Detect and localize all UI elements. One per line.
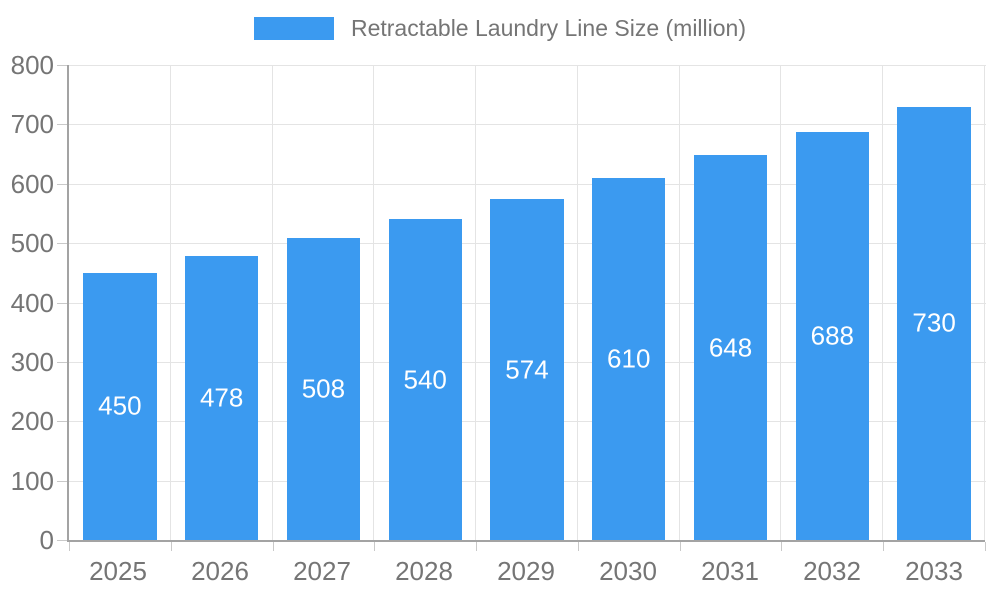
legend-label: Retractable Laundry Line Size (million) (350, 15, 747, 41)
y-axis-label: 800 (10, 50, 54, 80)
x-grid-line (780, 65, 782, 540)
x-grid-line (475, 65, 477, 540)
bar-value-label: 450 (98, 390, 142, 421)
bar: 450 (83, 272, 157, 540)
y-axis-tick (57, 65, 67, 66)
y-axis-label: 700 (10, 109, 54, 140)
bar: 574 (490, 199, 564, 540)
bar: 730 (897, 106, 971, 540)
x-axis-tick (476, 542, 478, 551)
y-axis-tick (57, 124, 67, 126)
y-axis-tick (57, 302, 67, 304)
y-grid-line (69, 183, 986, 185)
bar: 508 (286, 238, 361, 540)
x-grid-line (678, 65, 680, 540)
bar: 610 (592, 177, 666, 540)
x-axis-tick (781, 542, 783, 551)
y-grid-line (69, 124, 986, 126)
x-axis-label: 2028 (395, 556, 453, 586)
x-axis-tick (883, 542, 885, 551)
legend: Retractable Laundry Line Size (million) (0, 17, 1000, 40)
bar-value-label: 730 (912, 307, 956, 338)
x-axis-tick (69, 542, 70, 551)
y-axis-label: 100 (10, 465, 54, 496)
x-axis-label: 2029 (497, 556, 555, 586)
x-grid-line (373, 65, 375, 540)
y-axis-label: 300 (10, 346, 54, 377)
x-axis-label: 2032 (803, 556, 861, 586)
bar: 688 (795, 131, 869, 540)
bar-value-label: 648 (708, 332, 753, 363)
y-axis-label: 0 (39, 525, 54, 555)
x-axis-tick (679, 542, 681, 551)
bar: 648 (693, 155, 768, 540)
plot-area: 450 478 508 540 574 610 648 688 730 (57, 65, 986, 551)
bar-value-label: 540 (403, 364, 447, 395)
y-axis-label: 500 (10, 228, 54, 259)
y-grid-line (69, 65, 986, 66)
bar-value-label: 688 (810, 320, 855, 351)
x-grid-line (169, 65, 171, 540)
x-axis-tick (577, 542, 579, 551)
bar: 540 (388, 219, 462, 540)
y-axis-tick (57, 480, 67, 482)
y-axis-tick (57, 243, 67, 245)
x-axis-label: 2030 (599, 556, 657, 586)
bar-value-label: 508 (301, 373, 346, 404)
y-axis-tick (57, 421, 67, 423)
x-axis-label: 2031 (701, 556, 759, 586)
x-axis-label: 2025 (89, 556, 147, 586)
x-axis-tick (170, 542, 172, 551)
bar-value-label: 478 (199, 382, 244, 413)
bar: 478 (185, 256, 259, 540)
y-axis-tick (57, 183, 67, 185)
x-axis-labels: 2025 2026 2027 2028 2029 2030 2031 2032 2033 (67, 558, 985, 584)
y-axis-label: 200 (10, 406, 54, 437)
x-grid-line (882, 65, 884, 540)
x-grid-line (271, 65, 273, 540)
y-axis-labels: 0 100 200 300 400 500 600 700 800 (0, 52, 54, 553)
y-axis-label: 400 (10, 287, 54, 318)
x-axis-label: 2026 (191, 556, 249, 586)
x-grid-line (984, 65, 985, 540)
x-axis-tick (374, 542, 376, 551)
x-axis-label: 2033 (905, 556, 963, 586)
legend-swatch-icon (253, 17, 334, 40)
x-grid-line (576, 65, 578, 540)
bar-value-label: 610 (607, 343, 651, 374)
x-axis-tick (985, 542, 986, 551)
x-axis-tick (272, 542, 274, 551)
y-axis-label: 600 (10, 168, 54, 199)
y-axis-tick (57, 540, 67, 541)
x-axis-label: 2027 (293, 556, 351, 586)
y-axis-tick (57, 361, 67, 363)
bar-value-label: 574 (505, 354, 549, 385)
